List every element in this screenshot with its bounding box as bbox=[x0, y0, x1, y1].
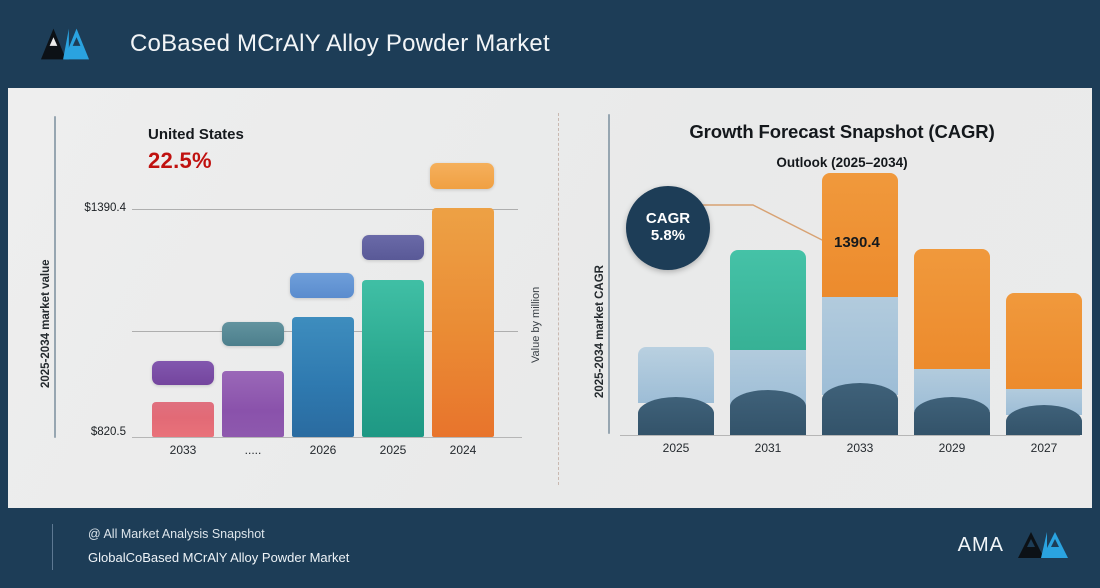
gridline-upper bbox=[132, 209, 518, 210]
segment-mid-2033 bbox=[822, 297, 898, 395]
cagr-bubble[interactable]: CAGR 5.8% bbox=[626, 186, 710, 270]
panel-divider bbox=[558, 113, 559, 485]
bar-cap-2033 bbox=[152, 361, 214, 385]
xlabel-dots: ..... bbox=[244, 443, 262, 457]
right-xlabel-2027: 2027 bbox=[1030, 441, 1058, 455]
ytick-label-upper: $1390.4 bbox=[84, 202, 126, 214]
cagr-bubble-label: CAGR bbox=[645, 210, 691, 228]
xlabel-2026: 2026 bbox=[309, 443, 337, 457]
xlabel-2033: 2033 bbox=[169, 443, 197, 457]
xlabel-2024: 2024 bbox=[449, 443, 477, 457]
segment-mid-2025 bbox=[638, 347, 714, 403]
stacked-bar-2025[interactable] bbox=[638, 347, 714, 435]
right-xlabel-2029: 2029 bbox=[938, 441, 966, 455]
right-xlabel-2031: 2031 bbox=[754, 441, 782, 455]
page-title: CoBased MCrAlY Alloy Powder Market bbox=[130, 30, 550, 57]
stacked-bar-2027[interactable] bbox=[1006, 293, 1082, 435]
bar-cap-2025 bbox=[362, 235, 424, 260]
right-y-axis-line bbox=[608, 114, 610, 434]
bar-2024[interactable] bbox=[432, 208, 494, 437]
left-y-axis-title: 2025-2034 market value bbox=[40, 259, 52, 388]
footer-line-1: @ All Market Analysis Snapshot bbox=[88, 527, 265, 541]
segment-base-2031 bbox=[730, 390, 806, 435]
right-xlabel-2033: 2033 bbox=[846, 441, 874, 455]
left-chart-panel: 2025-2034 market value $1390.4 $820.5 Un… bbox=[8, 88, 558, 508]
segment-top-2029 bbox=[914, 249, 990, 374]
value-callout-1390: 1390.4 bbox=[834, 234, 880, 251]
right-chart-title: Growth Forecast Snapshot (CAGR) bbox=[689, 121, 995, 142]
footer-brand-text: AMA bbox=[957, 534, 1004, 556]
bar-cap-2026 bbox=[290, 273, 354, 298]
right-y-axis-title: 2025-2034 market CAGR bbox=[594, 265, 606, 398]
left-y-axis-line bbox=[54, 116, 56, 438]
left-value-by-million-label: Value by million bbox=[530, 286, 542, 363]
segment-top-2031 bbox=[730, 250, 806, 356]
stacked-bar-2033[interactable] bbox=[822, 173, 898, 435]
segment-base-2033 bbox=[822, 383, 898, 435]
right-baseline bbox=[620, 435, 1080, 436]
charts-stage: 2025-2034 market value $1390.4 $820.5 Un… bbox=[8, 88, 1092, 508]
stacked-bar-2031[interactable] bbox=[730, 250, 806, 435]
page-footer bbox=[0, 508, 1100, 588]
footer-divider bbox=[52, 524, 53, 570]
segment-base-2027 bbox=[1006, 405, 1082, 435]
segment-base-2029 bbox=[914, 397, 990, 435]
left-country-label: United States bbox=[148, 126, 244, 143]
stacked-bar-2029[interactable] bbox=[914, 249, 990, 435]
right-chart-subtitle: Outlook (2025–2034) bbox=[776, 155, 908, 170]
left-baseline bbox=[132, 437, 522, 438]
ama-mountain-logo-icon bbox=[40, 28, 90, 60]
bar-2033[interactable] bbox=[152, 402, 214, 437]
page-header: CoBased MCrAlY Alloy Powder Market bbox=[0, 0, 1100, 88]
footer-line-2: GlobalCoBased MCrAlY Alloy Powder Market bbox=[88, 550, 350, 565]
ytick-label-lower: $820.5 bbox=[90, 426, 126, 438]
bar-2025[interactable] bbox=[362, 280, 424, 437]
left-country-value: 22.5% bbox=[148, 148, 212, 173]
bar-cap-2024 bbox=[430, 163, 494, 189]
xlabel-2025: 2025 bbox=[379, 443, 407, 457]
segment-top-2027 bbox=[1006, 293, 1082, 395]
cagr-bubble-value: 5.8% bbox=[650, 227, 686, 244]
segment-top-2033 bbox=[822, 173, 898, 303]
right-chart-panel: 2025-2034 market CAGR bbox=[558, 88, 1092, 508]
bar-cap-dots bbox=[222, 322, 284, 346]
bar-dots[interactable] bbox=[222, 371, 284, 437]
segment-base-2025 bbox=[638, 397, 714, 435]
ama-mountain-logo-icon bbox=[1018, 532, 1068, 558]
right-xlabel-2025: 2025 bbox=[662, 441, 690, 455]
bar-2026[interactable] bbox=[292, 317, 354, 437]
